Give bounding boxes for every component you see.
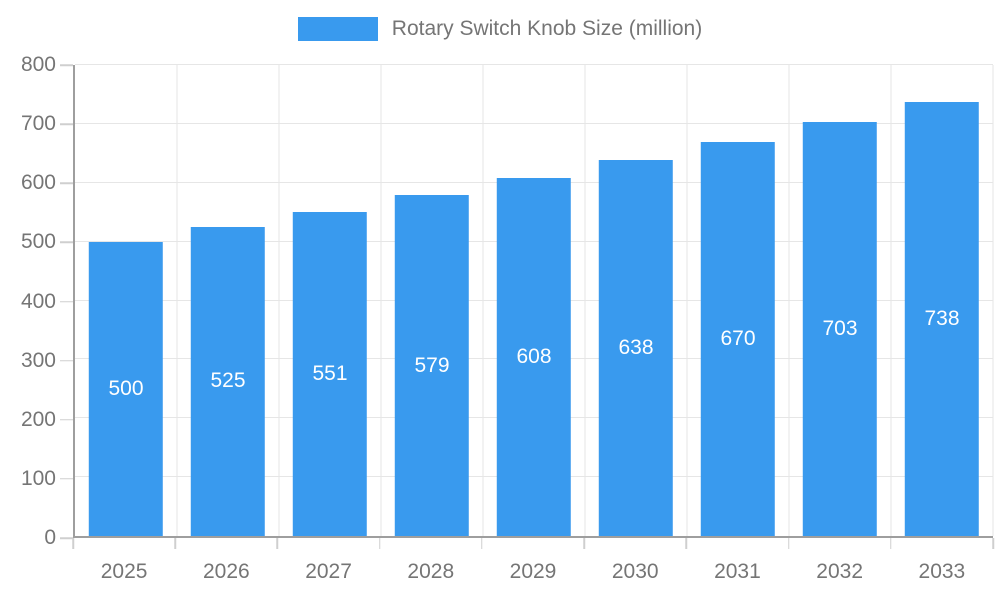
bar-slot-2030: 638 [585,65,687,536]
x-axis-tick-2 [276,538,279,549]
bar-value-label-2026: 525 [210,369,246,393]
y-axis-label-0: 0 [44,526,56,549]
bar-slot-2029: 608 [483,65,585,536]
bar-2026[interactable]: 525 [190,226,266,536]
x-axis-tick-7 [787,538,790,549]
bar-2031[interactable]: 670 [700,141,776,536]
h-gridline-800 [75,64,993,65]
bar-value-label-2029: 608 [516,345,552,369]
bar-2025[interactable]: 500 [88,241,164,536]
y-axis-label-600: 600 [20,171,56,195]
y-axis-label-700: 700 [20,112,56,136]
y-axis-tick-700 [60,123,73,125]
x-axis-label-2028: 2028 [407,560,455,583]
bar-slot-2031: 670 [687,65,789,536]
bar-2030[interactable]: 638 [598,160,674,536]
bar-value-label-2031: 670 [720,326,756,350]
bar-slot-2026: 525 [177,65,279,536]
y-axis-tick-300 [60,359,73,362]
v-gridline-6 [686,65,688,536]
x-axis-tick-0 [72,538,74,549]
plot-area: 500 525 551 579 608 638 670 703 738 [73,64,994,538]
x-axis-ticks [72,538,994,549]
v-gridline-8 [890,65,892,536]
v-gridline-7 [788,65,790,536]
x-axis-label-2032: 2032 [816,560,864,583]
h-gridline-700 [75,122,993,124]
x-axis-label-2031: 2031 [714,560,761,583]
x-axis-label-2027: 2027 [305,560,352,583]
x-axis-tick-9 [992,538,994,549]
bar-slot-2025: 500 [75,65,177,536]
bar-2029[interactable]: 608 [496,178,572,536]
y-axis-label-500: 500 [20,230,56,254]
bar-value-label-2027: 551 [312,361,348,385]
bar-slot-2033: 738 [891,65,993,536]
bar-value-label-2025: 500 [108,376,144,400]
legend[interactable]: Rotary Switch Knob Size (million) [0,16,1000,42]
bar-value-label-2032: 703 [822,317,858,341]
bar-value-label-2033: 738 [924,306,960,330]
v-gridline-2 [278,65,280,536]
y-axis-tick-800 [60,64,73,66]
x-axis-label-2026: 2026 [202,560,250,583]
bar-2033[interactable]: 738 [904,101,980,536]
x-axis-tick-8 [890,538,892,549]
legend-swatch [297,17,378,41]
y-axis-tick-600 [60,182,73,184]
legend-label: Rotary Switch Knob Size (million) [391,17,703,40]
v-gridline-5 [584,65,586,536]
y-axis-label-300: 300 [20,348,56,372]
y-axis-tick-100 [60,478,73,480]
x-axis-label-2029: 2029 [509,560,557,583]
x-axis-label-2030: 2030 [611,560,659,583]
y-axis-label-400: 400 [20,289,56,313]
y-axis-tick-200 [60,419,73,421]
bar-value-label-2028: 579 [414,353,450,377]
bar-slot-2027: 551 [279,65,381,536]
x-axis-label-2033: 2033 [918,560,966,583]
v-gridline-4 [482,65,484,536]
x-axis-tick-3 [378,538,381,549]
y-axis-label-200: 200 [20,407,56,431]
y-axis-labels: 0 100 200 300 400 500 600 700 800 [0,53,56,549]
v-gridline-1 [176,65,178,536]
y-axis-tick-0 [60,537,73,539]
bar-2027[interactable]: 551 [292,211,368,536]
bar-2028[interactable]: 579 [394,195,470,536]
y-axis-tick-500 [60,241,73,244]
x-axis-tick-5 [583,538,585,549]
x-axis-label-2025: 2025 [100,560,148,583]
y-axis-ticks [60,64,73,539]
bars-container: 500 525 551 579 608 638 670 703 738 [75,65,993,536]
x-axis-tick-6 [685,538,688,549]
bar-slot-2032: 703 [789,65,891,536]
bar-slot-2028: 579 [381,65,483,536]
v-gridline-9 [992,65,994,536]
bar-2032[interactable]: 703 [802,122,878,536]
v-gridline-3 [380,65,382,536]
y-axis-label-800: 800 [20,53,56,76]
x-axis-tick-4 [481,538,483,549]
y-axis-label-100: 100 [20,466,56,490]
x-axis-tick-1 [174,538,176,549]
x-axis-labels: 2025 2026 2027 2028 2029 2030 2031 2032 2033 [73,560,993,586]
y-axis-tick-400 [60,300,73,303]
bar-value-label-2030: 638 [618,336,654,360]
